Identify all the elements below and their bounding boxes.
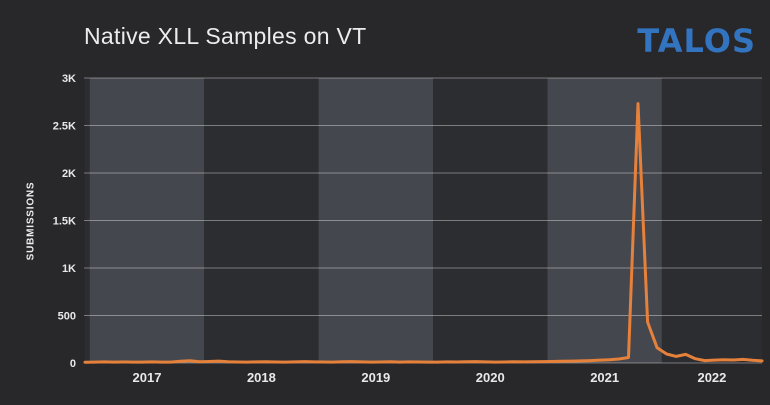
x-tick-2019: 2019 bbox=[361, 370, 390, 385]
y-tick-0: 0 bbox=[70, 358, 76, 370]
x-tick-2020: 2020 bbox=[476, 370, 505, 385]
year-band-2019 bbox=[318, 78, 434, 363]
x-tick-2021: 2021 bbox=[590, 370, 619, 385]
y-tick-1K: 1K bbox=[62, 263, 76, 275]
year-band-2016 bbox=[85, 78, 90, 363]
year-band-2022 bbox=[661, 78, 762, 363]
y-tick-500: 500 bbox=[58, 311, 76, 323]
submissions-line bbox=[83, 102, 764, 364]
year-band-2018 bbox=[204, 78, 319, 363]
talos-logo-text: TALOS bbox=[637, 22, 756, 59]
y-tick-2.5K: 2.5K bbox=[53, 121, 76, 133]
y-tick-2K: 2K bbox=[62, 168, 76, 180]
chart-title: Native XLL Samples on VT bbox=[84, 23, 367, 49]
x-tick-2018: 2018 bbox=[247, 370, 276, 385]
x-tick-2022: 2022 bbox=[697, 370, 726, 385]
x-tick-2017: 2017 bbox=[133, 370, 162, 385]
y-tick-3K: 3K bbox=[62, 73, 76, 85]
year-band-2020 bbox=[433, 78, 548, 363]
y-tick-1.5K: 1.5K bbox=[53, 216, 76, 228]
talos-logo: TALOS bbox=[637, 22, 756, 59]
year-band-2017 bbox=[89, 78, 205, 363]
